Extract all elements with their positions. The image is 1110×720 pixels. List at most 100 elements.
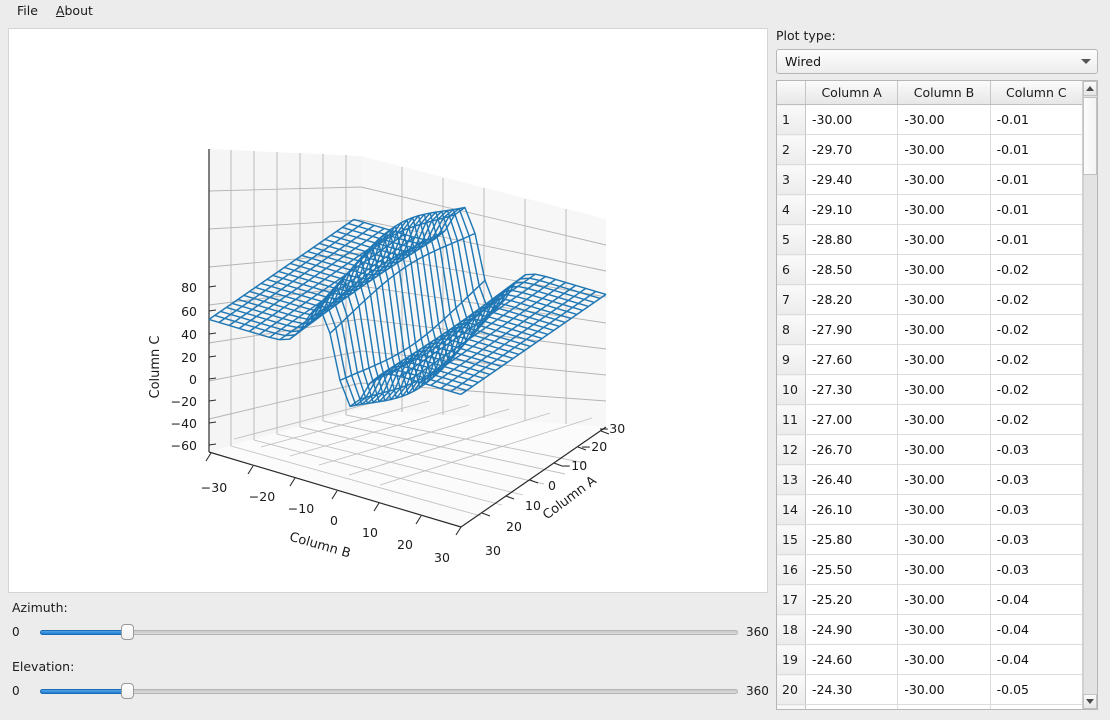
table-cell[interactable]: -25.50 [805,554,899,585]
azimuth-slider[interactable] [40,623,738,641]
table-cell[interactable]: -0.01 [990,224,1082,255]
table-row[interactable]: 3 -29.40 -30.00 -0.01 [777,164,1082,195]
scrollbar-trough[interactable] [1083,96,1097,694]
table-cell[interactable]: -30.00 [897,614,991,645]
table-cell[interactable]: -30.00 [897,464,991,495]
azimuth-handle[interactable] [121,624,135,640]
table-cell[interactable]: -30.00 [897,194,991,225]
table-cell[interactable]: -30.00 [897,404,991,435]
table-row[interactable]: 5 -28.80 -30.00 -0.01 [777,224,1082,255]
table-cell[interactable]: -0.01 [990,164,1082,195]
table-cell[interactable]: -24.60 [805,644,899,675]
table-cell[interactable]: -24.30 [805,674,899,705]
table-row[interactable]: 1 -30.00 -30.00 -0.01 [777,104,1082,135]
table-cell[interactable]: -27.60 [805,344,899,375]
table-cell[interactable]: -30.00 [897,434,991,465]
table-row[interactable]: 9 -27.60 -30.00 -0.02 [777,344,1082,375]
table-cell[interactable]: -29.70 [805,134,899,165]
table-cell[interactable]: -30.00 [897,374,991,405]
table-cell[interactable]: -30.00 [897,164,991,195]
table-row[interactable]: 17 -25.20 -30.00 -0.04 [777,584,1082,615]
table-cell[interactable]: -30.00 [897,524,991,555]
table-cell[interactable]: -30.00 [897,284,991,315]
table-row[interactable]: 12 -26.70 -30.00 -0.03 [777,434,1082,465]
table-cell[interactable]: -0.01 [990,104,1082,135]
table-cell[interactable]: -30.00 [897,494,991,525]
table-cell[interactable]: -0.03 [990,494,1082,525]
table-row[interactable]: 7 -28.20 -30.00 -0.02 [777,284,1082,315]
table-cell[interactable]: -30.00 [897,314,991,345]
table-row[interactable]: 18 -24.90 -30.00 -0.04 [777,614,1082,645]
table-cell[interactable]: -30.00 [897,134,991,165]
table-cell[interactable]: -0.04 [990,614,1082,645]
table-cell[interactable]: -26.40 [805,464,899,495]
table-cell[interactable]: -0.02 [990,374,1082,405]
table-row[interactable]: 16 -25.50 -30.00 -0.03 [777,554,1082,585]
table-cell[interactable]: -0.03 [990,434,1082,465]
table-row[interactable]: 15 -25.80 -30.00 -0.03 [777,524,1082,555]
table-cell[interactable]: -0.02 [990,284,1082,315]
table-row[interactable]: 11 -27.00 -30.00 -0.02 [777,404,1082,435]
scroll-up-button[interactable] [1083,81,1097,96]
table-cell[interactable]: -0.03 [990,464,1082,495]
table-row[interactable]: 14 -26.10 -30.00 -0.03 [777,494,1082,525]
table-cell[interactable]: -0.01 [990,194,1082,225]
table-cell[interactable]: -0.04 [990,584,1082,615]
table-row[interactable]: 20 -24.30 -30.00 -0.05 [777,674,1082,705]
table-cell[interactable]: -26.70 [805,434,899,465]
table-cell[interactable]: -24.90 [805,614,899,645]
table-cell[interactable]: -28.20 [805,284,899,315]
table-row[interactable]: 8 -27.90 -30.00 -0.02 [777,314,1082,345]
table-cell[interactable] [990,704,1082,709]
plot-type-select[interactable]: Wired [776,49,1098,74]
menu-about[interactable]: About [47,1,102,20]
column-header-a[interactable]: Column A [805,81,899,105]
table-cell[interactable]: -0.01 [990,134,1082,165]
table-cell[interactable]: -30.00 [897,104,991,135]
table-cell[interactable]: -0.04 [990,644,1082,675]
table-cell[interactable]: -30.00 [897,344,991,375]
table-cell[interactable]: -0.02 [990,254,1082,285]
scroll-down-button[interactable] [1083,694,1097,709]
table-cell[interactable]: -28.80 [805,224,899,255]
column-header-c[interactable]: Column C [990,81,1082,105]
table-cell[interactable]: -30.00 [897,554,991,585]
table-cell[interactable]: -27.30 [805,374,899,405]
elevation-track[interactable] [40,689,738,694]
table-row[interactable]: 6 -28.50 -30.00 -0.02 [777,254,1082,285]
table-cell[interactable]: -25.80 [805,524,899,555]
table-row[interactable]: 10 -27.30 -30.00 -0.02 [777,374,1082,405]
table-cell[interactable]: -30.00 [897,644,991,675]
table-cell[interactable]: -30.00 [805,104,899,135]
table-row[interactable]: 19 -24.60 -30.00 -0.04 [777,644,1082,675]
table-cell[interactable]: -0.02 [990,404,1082,435]
elevation-handle[interactable] [121,683,135,699]
table-cell[interactable]: -0.02 [990,344,1082,375]
table-cell[interactable]: -25.20 [805,584,899,615]
table-row[interactable]: 2 -29.70 -30.00 -0.01 [777,134,1082,165]
table-row[interactable]: 4 -29.10 -30.00 -0.01 [777,194,1082,225]
table-cell[interactable]: -29.10 [805,194,899,225]
menu-file[interactable]: File [17,3,38,18]
plot-canvas[interactable]: 80 60 40 20 0 −20 −40 −60 Column C [8,28,768,593]
table-cell[interactable]: -30.00 [897,224,991,255]
column-header-b[interactable]: Column B [897,81,991,105]
azimuth-track[interactable] [40,630,738,635]
table-cell[interactable]: -0.03 [990,554,1082,585]
table-row[interactable]: 13 -26.40 -30.00 -0.03 [777,464,1082,495]
scrollbar-thumb[interactable] [1083,97,1097,175]
table-cell[interactable]: -27.90 [805,314,899,345]
table-cell[interactable]: -30.00 [897,254,991,285]
table-cell[interactable]: -0.02 [990,314,1082,345]
table-cell[interactable]: -0.03 [990,524,1082,555]
table-cell[interactable]: -28.50 [805,254,899,285]
table-cell[interactable]: -29.40 [805,164,899,195]
table-cell[interactable] [805,704,899,709]
table-cell[interactable]: -26.10 [805,494,899,525]
elevation-slider[interactable] [40,682,738,700]
table-row[interactable] [777,704,1082,709]
table-scrollbar[interactable] [1082,81,1097,709]
table-cell[interactable]: -27.00 [805,404,899,435]
table-cell[interactable]: -30.00 [897,584,991,615]
table-cell[interactable]: -0.05 [990,674,1082,705]
